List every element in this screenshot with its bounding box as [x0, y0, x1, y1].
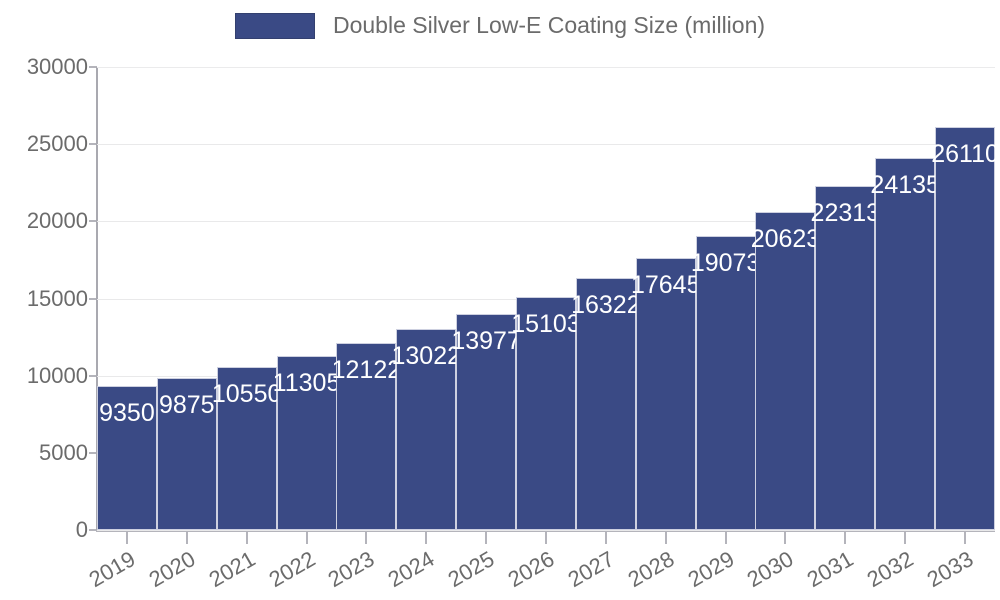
y-axis-tick-mark: [89, 143, 97, 146]
x-axis-tick-label: 2032: [862, 546, 918, 593]
bar[interactable]: [575, 278, 636, 530]
bar-slot: 17645: [631, 67, 700, 530]
x-axis-tick-label: 2027: [563, 546, 619, 593]
bar[interactable]: [875, 157, 936, 530]
bar-slot: 11305: [273, 67, 340, 530]
x-axis-tick-mark: [784, 532, 787, 544]
bar-slot: 24135: [870, 67, 940, 530]
bar-slot: 13022: [391, 67, 461, 530]
x-axis-spine: [96, 530, 995, 532]
x-axis-tick-mark: [904, 532, 907, 544]
gridline: [97, 221, 995, 223]
bar-slot: 19073: [691, 67, 760, 530]
bar[interactable]: [276, 355, 337, 530]
bar[interactable]: [156, 377, 217, 530]
bar[interactable]: [515, 296, 576, 530]
x-axis-tick-label: 2020: [144, 546, 200, 593]
gridline: [97, 530, 995, 531]
x-axis-tick-label: 2023: [323, 546, 379, 593]
y-axis-tick-mark: [89, 220, 97, 223]
bar-slot: 26110: [931, 67, 999, 530]
x-axis-tick-mark: [724, 532, 727, 544]
bar-slot: 12122: [332, 67, 401, 530]
y-axis-tick-label: 5000: [39, 439, 88, 465]
x-axis-tick-mark: [425, 532, 428, 544]
x-axis-tick-mark: [664, 532, 667, 544]
y-axis-tick-mark: [89, 374, 97, 377]
x-axis-tick-label: 2031: [802, 546, 858, 593]
bar-slot: 16322: [571, 67, 641, 530]
x-axis-tick-label: 2024: [383, 546, 439, 593]
x-axis-tick-label: 2033: [922, 546, 978, 593]
x-axis-tick-mark: [245, 532, 248, 544]
y-axis-tick-label: 15000: [26, 285, 88, 311]
x-axis-tick-mark: [844, 532, 847, 544]
y-axis-tick-mark: [89, 529, 97, 531]
bar[interactable]: [216, 367, 277, 530]
x-axis-tick-label: 2021: [204, 546, 260, 593]
bar[interactable]: [815, 185, 876, 530]
bar-slot: 15103: [511, 67, 581, 530]
bar[interactable]: [695, 235, 756, 530]
x-axis-tick-mark: [964, 532, 967, 544]
bar[interactable]: [935, 127, 996, 530]
x-axis-tick-label: 2028: [623, 546, 679, 593]
y-axis-tick-label: 25000: [26, 131, 88, 157]
x-axis-tick-label: 2026: [503, 546, 559, 593]
bar-slot: 13977: [451, 67, 521, 530]
y-axis-tick-mark: [89, 451, 97, 454]
bar-slot: 20623: [751, 67, 820, 530]
y-axis-tick-label: 20000: [26, 208, 88, 234]
x-axis-tick-mark: [545, 532, 547, 544]
y-axis-tick-mark: [89, 297, 97, 300]
bar[interactable]: [336, 342, 397, 530]
bar[interactable]: [96, 385, 157, 530]
bar[interactable]: [396, 329, 457, 530]
bar-slot: 22313: [811, 67, 880, 530]
y-axis-tick-label: 30000: [26, 54, 88, 79]
legend-swatch-icon: [234, 12, 315, 39]
legend-item-double-silver-low-e-coating-size[interactable]: Double Silver Low-E Coating Size (millio…: [234, 12, 766, 39]
y-axis-tick-label: 0: [75, 517, 88, 542]
x-axis-tick-mark: [604, 532, 607, 544]
x-axis-tick-mark: [185, 532, 188, 544]
bar[interactable]: [635, 257, 696, 530]
y-axis-tick-label: 10000: [26, 362, 88, 388]
bar-slot: 9875: [156, 67, 217, 530]
x-axis-tick-label: 2029: [683, 546, 739, 593]
bar-series: 9350 9875 10550 11305 12122 13022 13977 15103 16…: [96, 67, 999, 530]
x-axis-tick-label: 2030: [743, 546, 798, 593]
y-axis-tick-mark: [89, 66, 97, 68]
plot-area: 9350 9875 10550 11305 12122 13022 13977 15103 16…: [96, 67, 999, 531]
x-axis-tick-label: 2022: [264, 546, 320, 593]
x-axis-tick-mark: [305, 532, 308, 544]
bar-slot: 9350: [96, 67, 157, 530]
bar[interactable]: [456, 314, 517, 530]
x-axis-tick-mark: [485, 532, 488, 544]
bar[interactable]: [755, 211, 816, 530]
gridline: [97, 67, 995, 68]
chart-legend: Double Silver Low-E Coating Size (millio…: [0, 12, 1000, 39]
y-axis: 0 5000 10000 15000 20000 25000 30000: [0, 0, 97, 600]
x-axis-tick-mark: [365, 532, 368, 544]
gridline: [97, 144, 995, 146]
legend-label: Double Silver Low-E Coating Size (millio…: [332, 12, 766, 38]
x-axis-tick-mark: [125, 532, 128, 544]
bar-slot: 10550: [212, 67, 281, 530]
x-axis-tick-label: 2025: [443, 546, 499, 593]
